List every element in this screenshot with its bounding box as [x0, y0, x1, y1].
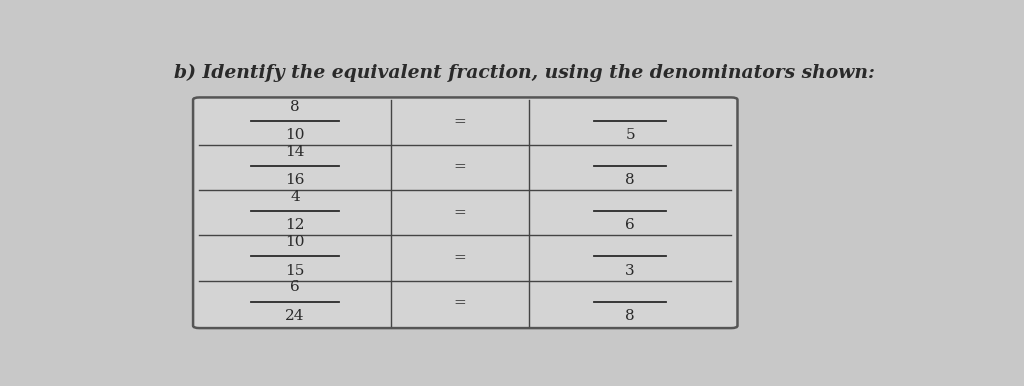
Text: 4: 4	[290, 190, 300, 204]
Text: 15: 15	[286, 264, 305, 278]
Text: 8: 8	[626, 309, 635, 323]
Text: 6: 6	[626, 218, 635, 232]
Text: =: =	[454, 206, 466, 220]
Text: 3: 3	[626, 264, 635, 278]
Text: 12: 12	[286, 218, 305, 232]
Text: =: =	[454, 115, 466, 129]
Text: 14: 14	[286, 145, 305, 159]
Text: b) Identify the equivalent fraction, using the denominators shown:: b) Identify the equivalent fraction, usi…	[174, 64, 876, 82]
Text: 10: 10	[286, 128, 305, 142]
Text: 6: 6	[290, 281, 300, 295]
Text: 8: 8	[626, 173, 635, 187]
Text: =: =	[454, 251, 466, 265]
Text: 16: 16	[286, 173, 305, 187]
Text: =: =	[454, 161, 466, 174]
FancyBboxPatch shape	[194, 97, 737, 328]
Text: 5: 5	[626, 128, 635, 142]
Text: =: =	[454, 296, 466, 310]
Text: 10: 10	[286, 235, 305, 249]
Text: 24: 24	[286, 309, 305, 323]
Text: 8: 8	[291, 100, 300, 114]
